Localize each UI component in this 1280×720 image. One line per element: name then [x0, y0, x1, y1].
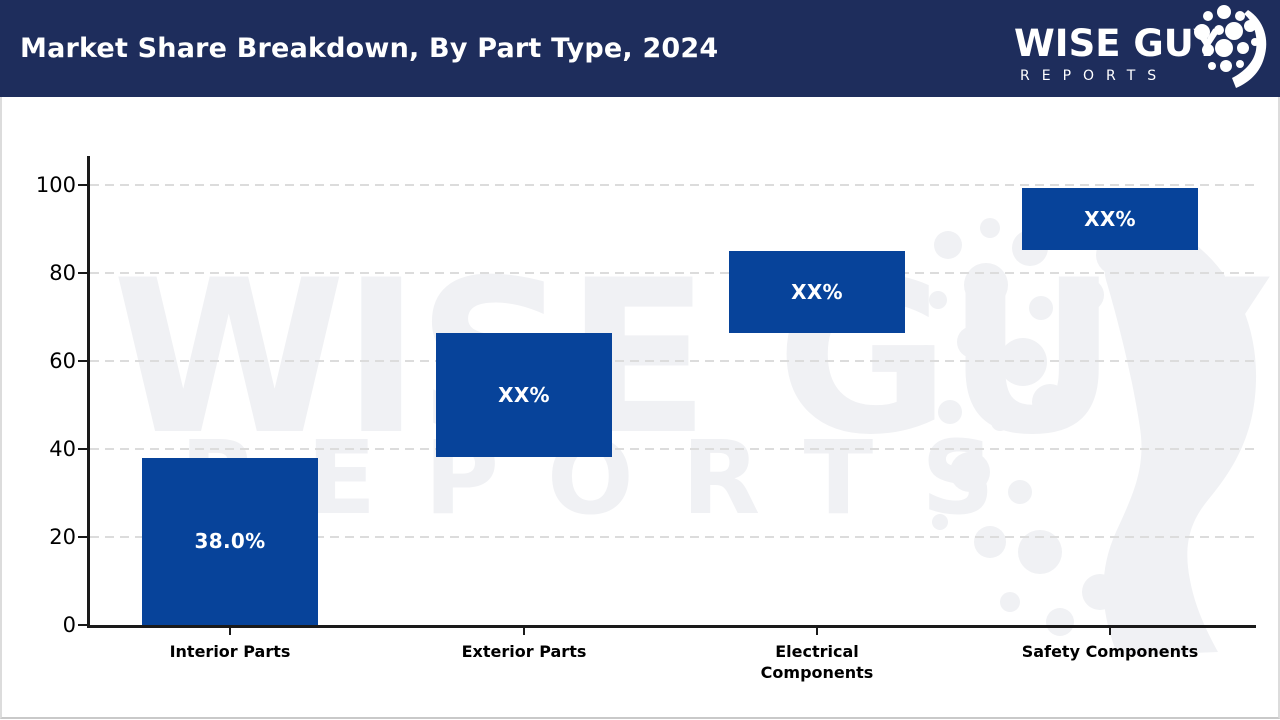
y-tick-label: 100	[35, 173, 76, 197]
logo-brand-bottom: REPORTS	[1020, 68, 1168, 84]
x-category-label-line: Components	[760, 663, 874, 682]
x-axis-line	[87, 625, 1256, 628]
x-axis-tick	[523, 628, 525, 635]
y-tick-label: 0	[62, 613, 76, 637]
header-bar: Market Share Breakdown, By Part Type, 20…	[0, 0, 1280, 97]
y-tick-label: 80	[49, 261, 76, 285]
bar-value-label: XX%	[1084, 207, 1136, 232]
y-grid-line	[90, 536, 1256, 538]
page-title: Market Share Breakdown, By Part Type, 20…	[20, 33, 719, 64]
bar-value-label: 38.0%	[194, 529, 266, 554]
bar-value-label: XX%	[791, 279, 843, 304]
x-category-label: Interior Parts	[110, 641, 350, 662]
bar-1: 38.0%	[142, 457, 318, 625]
y-grid-line	[90, 272, 1256, 274]
x-category-label-line: Interior Parts	[169, 642, 291, 661]
x-category-label: Electrical Components	[697, 641, 937, 683]
y-grid-line	[90, 448, 1256, 450]
plot-area: 0 20 40 60 80 100 38.0% XX% XX% XX% Interior Parts…	[0, 97, 1280, 720]
x-category-label-line: Electrical	[775, 642, 859, 661]
y-tick-label: 60	[49, 349, 76, 373]
x-axis-tick	[1109, 628, 1111, 635]
y-axis-tick	[78, 360, 87, 362]
y-tick-label: 40	[49, 437, 76, 461]
y-axis-tick	[78, 272, 87, 274]
logo-face-dots-icon	[1194, 4, 1267, 88]
bar-value-label: XX%	[498, 382, 550, 407]
x-category-label-line: Exterior Parts	[461, 642, 587, 661]
x-category-label-line: Safety Components	[1021, 642, 1199, 661]
y-axis-tick	[78, 536, 87, 538]
x-category-label: Safety Components	[990, 641, 1230, 662]
bar-3: XX%	[729, 251, 905, 333]
y-axis-tick	[78, 624, 87, 626]
x-axis-tick	[816, 628, 818, 635]
y-axis-tick	[78, 184, 87, 186]
bar-2: XX%	[436, 332, 612, 457]
wise-guy-logo: WISE GUY REPORTS	[1014, 4, 1267, 88]
y-axis-line	[87, 156, 90, 627]
watermark-face-icon	[919, 212, 1257, 656]
y-axis-tick	[78, 448, 87, 450]
logo-brand-top: WISE GUY	[1014, 22, 1222, 65]
y-grid-line	[90, 184, 1256, 186]
bar-4: XX%	[1022, 188, 1198, 251]
y-grid-line	[90, 360, 1256, 362]
y-tick-label: 20	[49, 525, 76, 549]
x-category-label: Exterior Parts	[404, 641, 644, 662]
x-axis-tick	[229, 628, 231, 635]
